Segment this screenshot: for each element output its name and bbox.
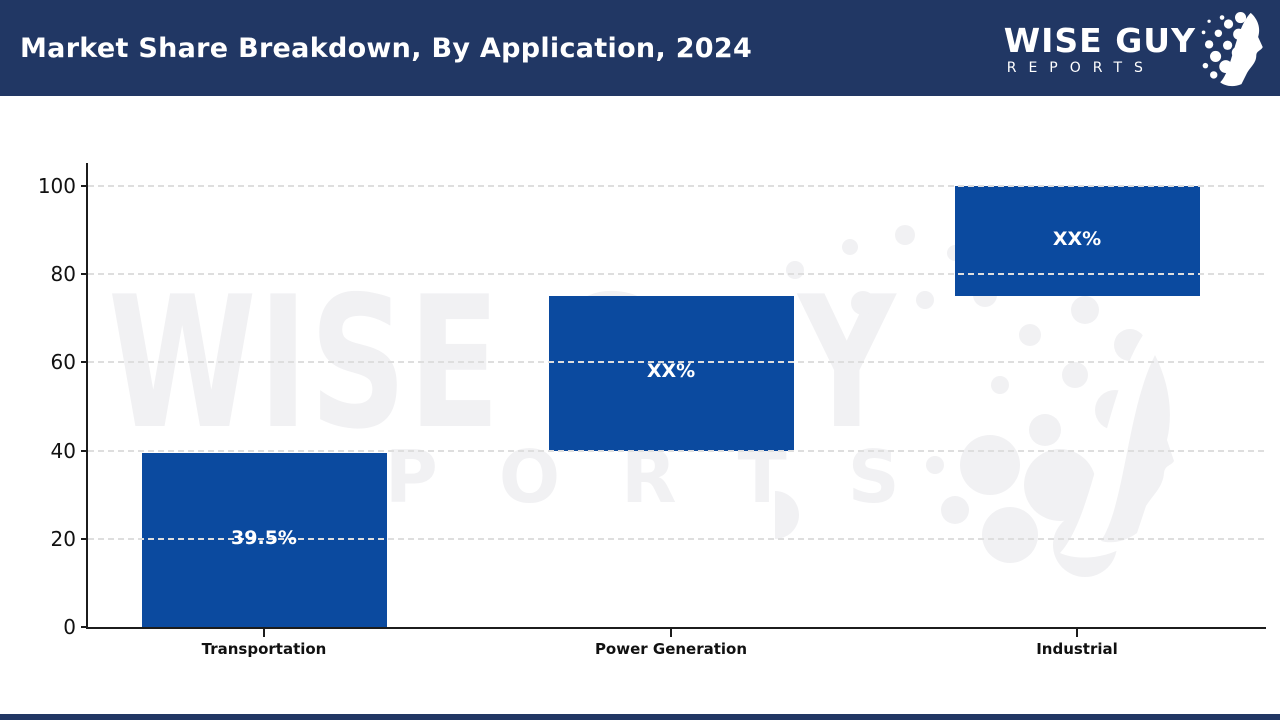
- x-tick-0: [263, 629, 265, 637]
- x-axis-line: [86, 627, 1266, 629]
- y-axis-line: [86, 163, 88, 629]
- logo-subtitle: REPORTS: [1006, 59, 1155, 76]
- bar-value-label: XX%: [646, 360, 696, 383]
- y-tick-label-100: 100: [37, 174, 76, 198]
- bar-power-generation: [548, 296, 794, 451]
- y-tick-label-20: 20: [50, 526, 76, 551]
- watermark-text-row2: P O R T S: [385, 435, 918, 519]
- y-tick-80: [81, 273, 88, 276]
- bar-value-label: 39.5%: [231, 526, 297, 549]
- gridline-80: [88, 273, 1266, 276]
- y-tick-0: [81, 626, 88, 628]
- footer-bar: [0, 714, 1280, 720]
- category-label-industrial: Industrial: [1036, 640, 1118, 658]
- y-tick-label-40: 40: [50, 438, 76, 463]
- bar-transportation: [141, 452, 387, 627]
- category-label-power-generation: Power Generation: [594, 640, 748, 658]
- logo-text: WISE GUY REPORTS: [1003, 20, 1196, 76]
- bar-industrial: [954, 186, 1200, 297]
- y-tick-40: [81, 449, 88, 452]
- y-tick-label-60: 60: [50, 350, 76, 375]
- y-tick-label-80: 80: [50, 262, 76, 287]
- gridline-20: [88, 537, 1266, 540]
- x-tick-2: [1076, 629, 1078, 637]
- gridline-100: [88, 185, 1266, 187]
- y-tick-100: [81, 185, 88, 187]
- category-label-transportation: Transportation: [201, 640, 327, 658]
- y-tick-60: [81, 361, 88, 364]
- y-tick-label-0: 0: [63, 615, 76, 639]
- gridline-40: [88, 449, 1266, 452]
- gridline-60: [88, 361, 1266, 364]
- wiseguy-reports-logo: WISE GUY REPORTS: [1004, 8, 1272, 90]
- bar-value-label: XX%: [1052, 228, 1102, 251]
- header-bar: Market Share Breakdown, By Application, …: [0, 0, 1280, 96]
- logo-wordmark: WISE GUY: [1003, 20, 1196, 60]
- y-tick-20: [81, 537, 88, 540]
- chart-title: Market Share Breakdown, By Application, …: [20, 33, 753, 64]
- wiseguy-face-icon: [1201, 12, 1263, 87]
- x-tick-1: [670, 629, 672, 637]
